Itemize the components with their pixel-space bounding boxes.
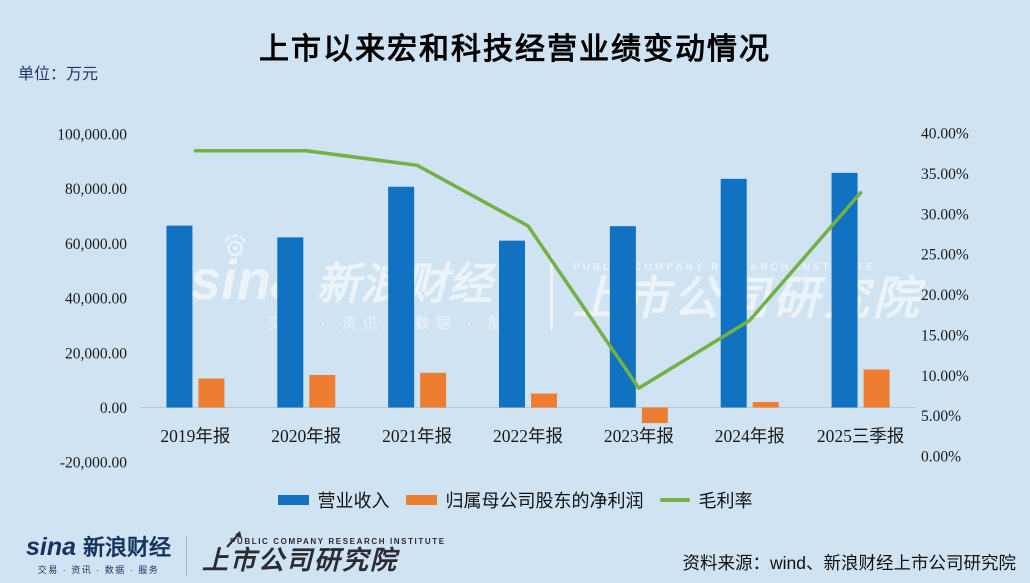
legend-label-profit: 归属母公司股东的净利润 [445,491,644,511]
x-axis-label: 2021年报 [382,426,452,446]
sina-finance-brand: 新浪财经 [83,535,172,560]
sina-logo: sina 新浪财经 交易 · 资讯 · 数据 · 服务 [26,535,171,576]
profit-bar [420,372,447,408]
left-axis-tick: 100,000.00 [57,127,127,144]
profit-bar [752,402,779,408]
legend-swatch-margin [659,498,690,502]
legend-swatch-profit [405,495,437,505]
right-axis-tick: 30.00% [921,206,969,223]
legend-swatch-revenue [277,495,309,505]
profit-bar [531,393,557,408]
x-axis-label: 2019年报 [160,426,230,446]
profit-bar [641,407,668,424]
x-axis-label: 2022年报 [493,426,563,446]
gross-margin-line [193,149,863,390]
legend-item-margin: 毛利率 [659,487,753,513]
watermark-divider [550,255,553,330]
left-axis-tick: 0.00 [100,400,127,417]
revenue-bar [388,186,415,408]
revenue-bar [166,225,193,408]
sina-wordmark: sina [26,533,77,561]
left-axis-tick: 40,000.00 [65,291,127,308]
profit-bar [198,378,225,408]
right-axis-tick: 25.00% [921,247,969,264]
left-axis-tick: -20,000.00 [60,455,127,472]
right-axis-tick: 40.00% [921,126,969,143]
revenue-bar [720,178,747,408]
chart-title: 上市以来宏和科技经营业绩变动情况 [259,33,771,66]
data-source-text: 资料来源：wind、新浪财经上市公司研究院 [682,553,1017,573]
right-axis-tick: 35.00% [921,166,969,183]
legend: 营业收入 归属母公司股东的净利润 毛利率 [0,487,1030,513]
right-axis-tick: 5.00% [921,408,961,425]
x-axis-label: 2024年报 [715,426,785,446]
revenue-bar [499,240,525,408]
right-axis-tick: 15.00% [921,327,969,344]
institute-en-label: PUBLIC COMPANY RESEARCH INSTITUTE [230,536,446,546]
left-axis-tick: 20,000.00 [65,345,127,362]
footer-logos: sina 新浪财经 交易 · 资讯 · 数据 · 服务 PUBLIC COMPA… [26,530,446,576]
profit-bar [863,369,890,408]
legend-item-profit: 归属母公司股东的净利润 [405,487,644,513]
footer-divider [186,535,188,576]
legend-label-revenue: 营业收入 [317,491,390,511]
legend-label-margin: 毛利率 [698,491,753,511]
revenue-bar [277,237,304,408]
plot-area: 100,000.00 80,000.00 60,000.00 40,000.00 20,… [57,126,969,472]
sina-eye-icon [224,234,246,257]
left-axis-tick: 80,000.00 [65,181,127,198]
x-axis-label: 2023年报 [604,426,674,446]
institute-label: 上市公司研究院 [202,544,399,575]
x-axis-label: 2020年报 [271,426,341,446]
arrow-icon [226,530,243,548]
revenue-bar [831,172,858,408]
legend-item-revenue: 营业收入 [277,487,390,513]
x-axis-label: 2025三季报 [817,426,905,446]
right-axis-tick: 0.00% [921,449,961,466]
profit-bar [309,374,336,408]
unit-label: 单位：万元 [18,66,99,83]
right-axis-tick: 20.00% [921,287,969,304]
left-axis-tick: 60,000.00 [65,236,127,253]
right-axis-tick: 10.00% [921,368,969,385]
institute-logo: PUBLIC COMPANY RESEARCH INSTITUTE 上市公司研究… [202,530,446,575]
sina-tagline: 交易 · 资讯 · 数据 · 服务 [37,565,160,575]
